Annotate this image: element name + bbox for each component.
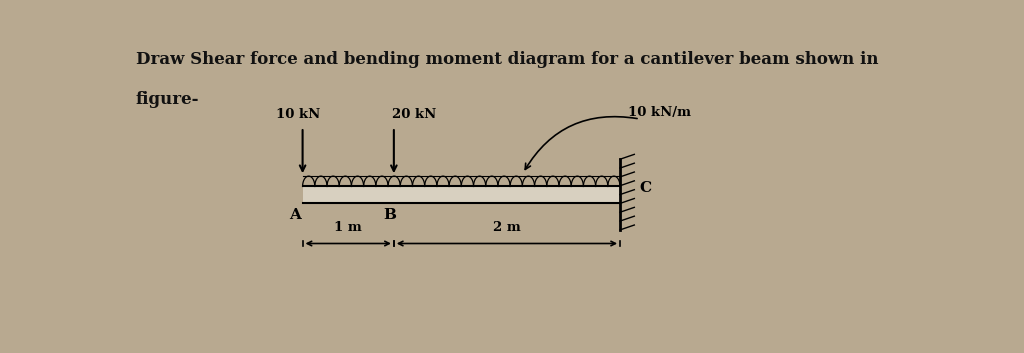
Bar [303,186,621,203]
Text: Draw Shear force and bending moment diagram for a cantilever beam shown in: Draw Shear force and bending moment diag… [136,50,879,67]
Text: figure-: figure- [136,91,200,108]
Text: C: C [640,181,652,195]
Text: 10 kN/m: 10 kN/m [628,106,691,119]
Text: A: A [289,208,301,222]
Text: 2 m: 2 m [494,221,521,234]
Text: 10 kN: 10 kN [276,108,321,121]
Text: B: B [383,208,396,222]
Text: 1 m: 1 m [335,221,362,234]
Text: 20 kN: 20 kN [391,108,436,121]
